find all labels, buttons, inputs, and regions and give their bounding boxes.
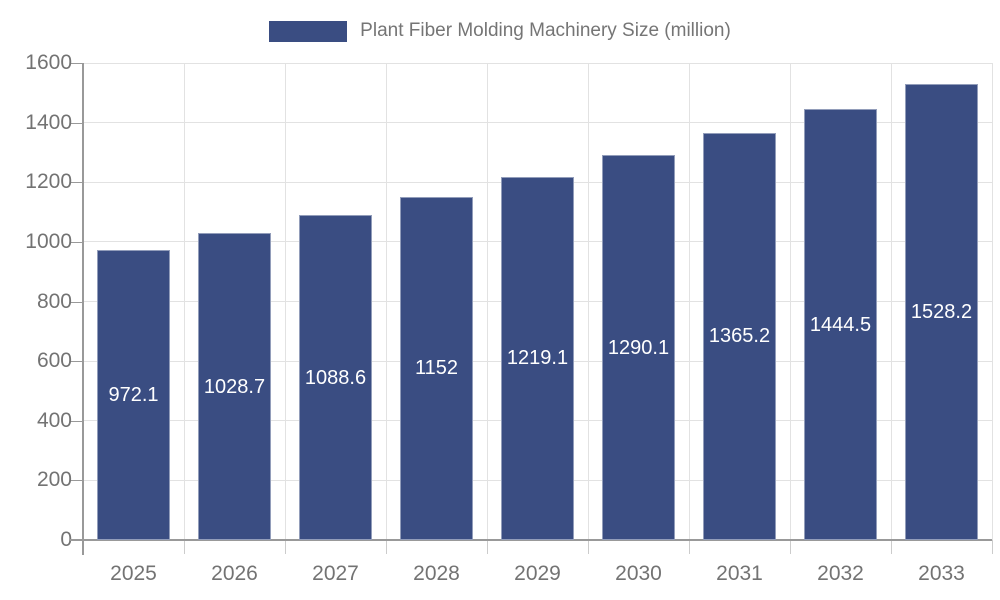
- x-axis-tick: [284, 540, 286, 554]
- v-gridline: [789, 63, 791, 540]
- v-gridline: [688, 63, 690, 540]
- bar: [400, 196, 473, 540]
- v-gridline: [991, 63, 993, 540]
- x-axis-tick: [385, 540, 387, 554]
- bar: [97, 250, 170, 540]
- y-axis-tick: [70, 420, 83, 422]
- x-tick-label: 2029: [514, 562, 561, 585]
- y-axis-tick: [70, 63, 83, 64]
- h-gridline: [83, 122, 992, 124]
- y-tick-label: 0: [60, 528, 72, 551]
- bar-value-label: 1444.5: [809, 314, 872, 336]
- x-tick-label: 2025: [110, 562, 157, 585]
- x-axis-tick: [486, 540, 488, 554]
- y-tick-label: 1200: [25, 170, 72, 194]
- v-gridline: [587, 63, 589, 540]
- legend-label: Plant Fiber Molding Machinery Size (mill…: [360, 20, 731, 41]
- bar: [804, 109, 877, 540]
- legend-item[interactable]: Plant Fiber Molding Machinery Size (mill…: [269, 20, 731, 42]
- bar-value-label: 1365.2: [708, 325, 771, 347]
- y-tick-label: 200: [36, 468, 72, 492]
- x-axis-tick: [688, 540, 690, 554]
- x-axis-tick: [183, 540, 185, 554]
- y-tick-label: 600: [36, 349, 72, 373]
- bar-value-label: 1528.2: [910, 301, 973, 323]
- y-axis-tick: [70, 361, 83, 363]
- bar-value-label: 1088.6: [304, 367, 367, 389]
- legend: Plant Fiber Molding Machinery Size (mill…: [0, 20, 1000, 42]
- bar: [703, 132, 776, 540]
- bar: [501, 176, 574, 540]
- bar-value-label: 972.1: [108, 384, 159, 406]
- bar-value-label: 1219.1: [506, 347, 569, 369]
- bar-value-label: 1290.1: [607, 337, 670, 359]
- v-gridline: [284, 63, 286, 540]
- x-tick-label: 2033: [918, 562, 965, 585]
- x-tick-label: 2032: [817, 562, 864, 585]
- bar: [299, 215, 372, 540]
- x-axis-tick: [991, 540, 993, 554]
- x-tick-label: 2026: [211, 562, 258, 585]
- y-tick-label: 400: [36, 408, 72, 432]
- h-gridline: [83, 62, 992, 64]
- x-axis-line: [70, 539, 992, 541]
- v-gridline: [486, 63, 488, 540]
- y-axis-tick: [70, 480, 83, 482]
- bar: [198, 233, 271, 540]
- y-axis-line: [82, 63, 84, 555]
- v-gridline: [385, 63, 387, 540]
- x-axis-tick: [587, 540, 589, 554]
- x-tick-label: 2030: [615, 562, 662, 585]
- y-axis-tick: [70, 241, 83, 243]
- y-axis-tick: [70, 301, 83, 303]
- x-axis-tick: [890, 540, 892, 554]
- v-gridline: [890, 63, 892, 540]
- bar-value-label: 1028.7: [203, 376, 266, 398]
- v-gridline: [183, 63, 185, 540]
- x-axis-tick: [789, 540, 791, 554]
- legend-swatch-icon: [269, 20, 348, 42]
- x-tick-label: 2028: [413, 562, 460, 585]
- y-tick-label: 1000: [25, 229, 72, 253]
- y-tick-label: 1400: [25, 110, 72, 134]
- bar: [905, 84, 978, 540]
- bar-value-label: 1152: [414, 357, 458, 379]
- x-tick-label: 2031: [716, 562, 763, 585]
- y-tick-label: 800: [36, 289, 72, 313]
- bar: [602, 155, 675, 540]
- y-axis-tick: [70, 122, 83, 124]
- y-tick-label: 1600: [25, 51, 72, 74]
- x-tick-label: 2027: [312, 562, 359, 585]
- y-axis-tick: [70, 182, 83, 184]
